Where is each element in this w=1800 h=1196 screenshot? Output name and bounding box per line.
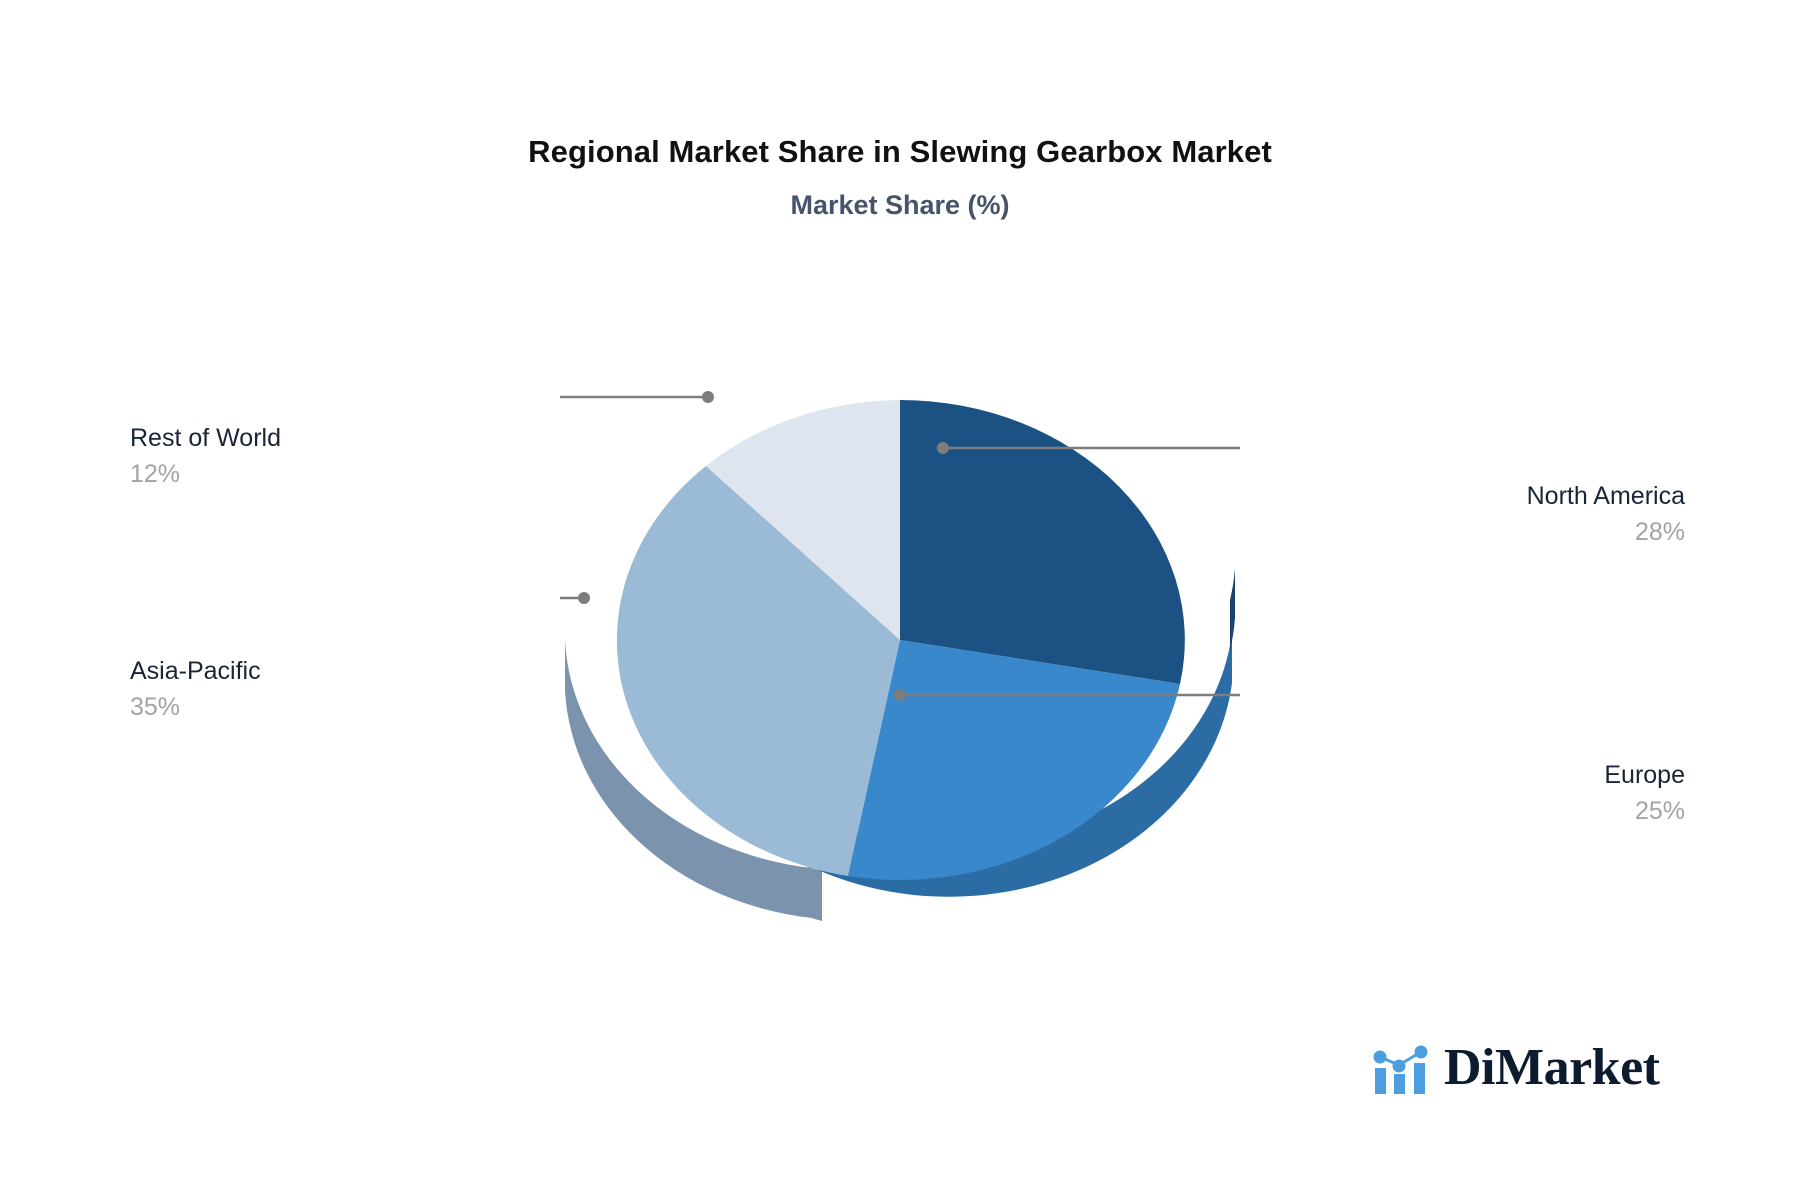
brand-logo[interactable]: DiMarket [1372, 1039, 1660, 1096]
callout-value-europe: 25% [1634, 797, 1685, 826]
leader-dot-north-america [937, 442, 949, 454]
callout-label-north-america: North America [1526, 482, 1685, 510]
pie-chart [560, 350, 1240, 970]
callout-europe[interactable]: Europe 25% [1604, 762, 1685, 825]
callout-rest-of-world[interactable]: Rest of World 12% [130, 425, 281, 488]
leader-dot-europe [894, 689, 906, 701]
chart-subtitle: Market Share (%) [790, 190, 1010, 220]
callout-value-north-america: 28% [1634, 518, 1685, 547]
callout-label-europe: Europe [1604, 761, 1685, 789]
leader-dot-rest-of-world [702, 391, 714, 403]
callout-north-america[interactable]: North America 28% [1527, 483, 1685, 546]
leader-dot-asia-pacific [578, 592, 590, 604]
callout-value-asia-pacific: 35% [130, 693, 181, 722]
pie-slice-rest-of-world[interactable] [706, 400, 900, 640]
pie-side-rest-of-world [808, 867, 822, 921]
page-title: Regional Market Share in Slewing Gearbox… [528, 134, 1272, 169]
callout-asia-pacific[interactable]: Asia-Pacific 35% [130, 658, 261, 721]
pie-top-face [616, 400, 1185, 881]
pie-leader-lines [560, 391, 1240, 701]
callout-value-rest-of-world: 12% [130, 460, 181, 489]
pie-slice-europe[interactable] [848, 640, 1180, 881]
pie-side-asia-pacific [565, 640, 812, 918]
callout-label-rest-of-world: Rest of World [130, 424, 281, 452]
pie-slice-north-america[interactable] [900, 400, 1185, 684]
pie-side-europe [818, 633, 1232, 897]
pie-side-walls [565, 568, 1235, 921]
bar-chart-icon [1373, 1045, 1428, 1094]
callout-label-asia-pacific: Asia-Pacific [130, 657, 261, 685]
brand-name: DiMarket [1444, 1039, 1660, 1096]
pie-svg [560, 391, 1240, 921]
pie-side-north-america [1230, 568, 1235, 650]
pie-slice-asia-pacific[interactable] [616, 466, 900, 876]
